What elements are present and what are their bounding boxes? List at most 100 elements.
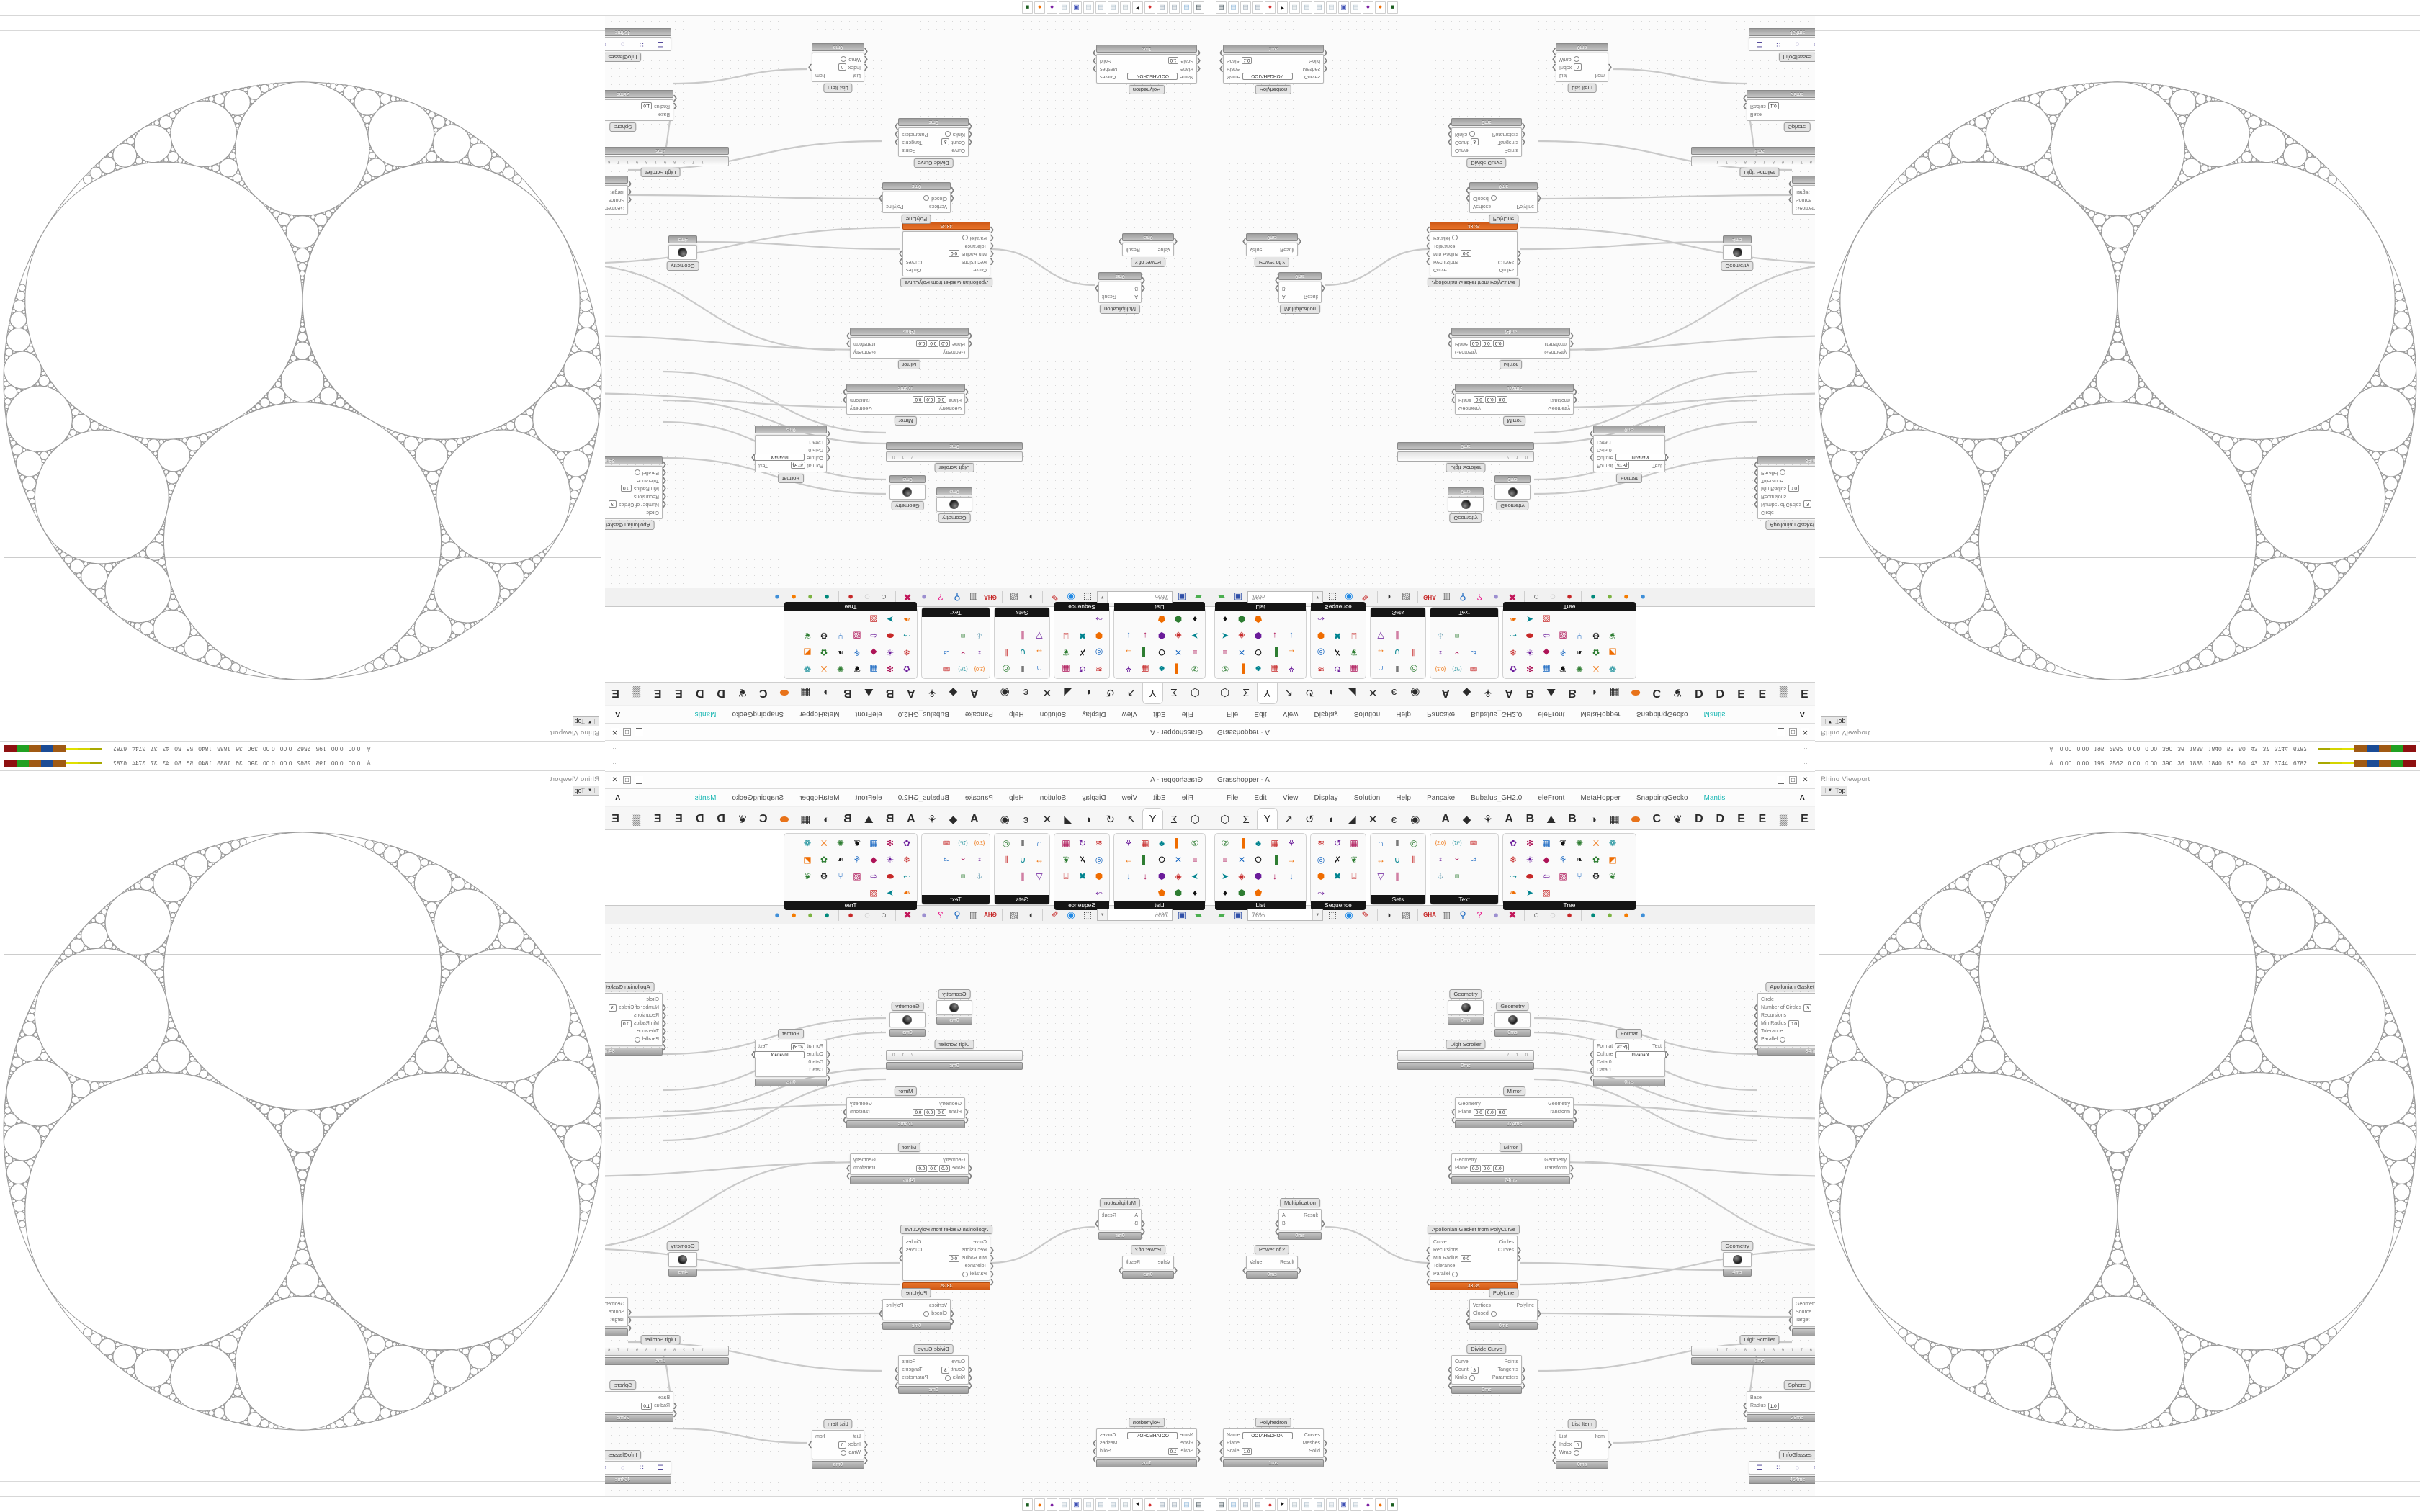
component-icon[interactable]: ∩ <box>1036 664 1043 674</box>
doc3-taskbar-icon[interactable]: ▤ <box>1095 1 1106 14</box>
component-icon[interactable]: ↓ <box>1289 871 1294 881</box>
component-icon[interactable]: ⚘ <box>853 647 861 657</box>
component-icon[interactable]: ▽ <box>1036 871 1043 881</box>
cluster-icon[interactable]: ▥ <box>1441 592 1451 603</box>
component-icon[interactable]: ⬢ <box>1157 871 1166 881</box>
gh-node-body[interactable] <box>936 1000 972 1015</box>
bake-icon[interactable]: ✎ <box>1361 909 1370 920</box>
component-icon[interactable]: ❦ <box>1350 855 1358 865</box>
plane-value[interactable]: 0.0 <box>928 340 939 348</box>
gh-node-input-pin[interactable]: ❮ <box>825 1074 831 1081</box>
gh-node[interactable]: Divide Curve ❮ ❮ ❮ ❯ ❯ ❯ Curve Points Count 3 Tange… <box>894 118 973 168</box>
component-icon[interactable]: ⬢ <box>1174 888 1183 898</box>
flame-taskbar-icon[interactable]: ● <box>1034 1498 1045 1511</box>
gh-node-value[interactable]: 0 <box>838 63 846 71</box>
component-icon[interactable]: ▦ <box>1062 838 1070 848</box>
gh-node-body[interactable]: Geometry Geometry Plane 0.0 0.0 0.0 Transform <box>850 337 969 359</box>
component-icon[interactable]: ✺ <box>836 664 845 674</box>
gh-node[interactable]: Apollonian Gasket Array of Circles❮❮❮❮❮❮… <box>1753 982 1815 1056</box>
gh-node-input-pin[interactable]: ❮ <box>1447 1382 1453 1389</box>
component-icon[interactable]: ⤳ <box>903 631 910 641</box>
plane-value[interactable]: 0.0 <box>939 1164 951 1172</box>
gh-node[interactable]: Mirror ❮ ❮ ❯ ❯ Geometry Geometry Plane 0.0 0.0 0.0… <box>846 328 973 369</box>
gh-node-output-pin[interactable]: ❯ <box>1516 251 1522 258</box>
gh-node-output-pin[interactable]: ❯ <box>1520 1382 1526 1389</box>
gh-node-output-pin[interactable]: ❯ <box>1536 195 1542 202</box>
maximize-button[interactable]: ☐ <box>1789 776 1797 784</box>
ribbon-group-label[interactable]: Sets <box>995 608 1049 617</box>
curve-tab[interactable]: ↺ <box>1100 809 1121 829</box>
geometry-param-knob[interactable] <box>902 487 913 497</box>
plugin-tree-tab[interactable]: ⚘ <box>922 683 943 703</box>
zoom-input[interactable]: 76% ▼ <box>1247 591 1323 603</box>
component-icon[interactable]: → <box>1287 647 1296 657</box>
gh-node-body[interactable]: Value Result <box>1246 1256 1298 1269</box>
doc2-taskbar-icon[interactable]: ▤ <box>1108 1498 1119 1511</box>
gh-node-output-pin[interactable]: ❯ <box>1118 238 1124 246</box>
gh-node-output-pin[interactable]: ❯ <box>846 1164 851 1171</box>
notepad-taskbar-icon[interactable]: ▤ <box>1181 1498 1192 1511</box>
gh-node-body[interactable]: GeometryGeometrySourceTransformTarget <box>605 1297 628 1327</box>
gh-node-output-pin[interactable]: ❯ <box>1607 1441 1613 1448</box>
component-icon[interactable]: ⌸ <box>1351 871 1357 881</box>
digit-scroller-track[interactable]: 2 1 0 <box>1397 451 1534 462</box>
component-icon[interactable]: ▦ <box>1141 664 1150 674</box>
infoglasses-toggle-icon[interactable]: ≡ <box>605 40 609 49</box>
gh-node-input-pin[interactable]: ❮ <box>863 1449 869 1456</box>
menu-item-mantis[interactable]: Mantis <box>694 710 717 719</box>
component-icon[interactable]: (?/*) <box>1452 840 1462 846</box>
component-icon[interactable]: ⚘ <box>1559 855 1567 865</box>
gh-node[interactable]: Digit Scroller 1 7 2 8 9 1 8 9 1 7 6 9 0ms <box>605 1335 729 1365</box>
component-icon[interactable]: ➤ <box>1525 888 1534 898</box>
gh-node-output-pin[interactable]: ❯ <box>807 64 813 71</box>
gh-node-output-pin[interactable]: ❯ <box>1520 123 1526 130</box>
infoglasses-toggle-icon[interactable]: ◌ <box>1795 1464 1800 1471</box>
gh-node-body[interactable]: Geometry Geometry Plane 0.0 0.0 0.0 Transform <box>1451 337 1570 359</box>
taskbar[interactable]: ▤ ▤ ▤ ▤ ● ⯈ ▤ ▤ ▤ ▤ ▣ ▤ ● ● ■ <box>0 1496 1210 1512</box>
gh-node-body[interactable]: Value Result <box>1122 243 1174 256</box>
menu-item-elefront[interactable]: eleFront <box>1538 710 1565 719</box>
notepad-taskbar-icon[interactable]: ▤ <box>1228 1 1239 14</box>
gh-node-output-pin[interactable]: ❯ <box>846 1172 851 1179</box>
gh-node[interactable]: Mirror ❮ ❮ ❯ ❯ Geometry Geometry Plane 0.0 0.0 0.0… <box>1447 1143 1574 1184</box>
component-icon[interactable]: ❦ <box>853 838 861 848</box>
gh-node-input-pin[interactable]: ❮ <box>1788 1324 1793 1331</box>
gh-node-input-pin[interactable]: ❮ <box>661 1004 667 1011</box>
firefox-taskbar-icon[interactable]: ● <box>1363 1498 1373 1511</box>
component-icon[interactable]: ⌨ <box>942 666 951 672</box>
plugin-b-tab[interactable]: B <box>1520 809 1541 829</box>
display-tab[interactable]: ◉ <box>1404 683 1425 703</box>
gh-node-body[interactable] <box>1494 485 1531 500</box>
component-icon[interactable]: ⤳ <box>1095 888 1103 898</box>
plugin-orange-tab[interactable]: ⬬ <box>774 683 794 703</box>
display-tab[interactable]: ◉ <box>1404 809 1425 829</box>
component-icon[interactable]: ▽ <box>1377 631 1384 641</box>
component-icon[interactable]: ‖ <box>1021 838 1025 848</box>
help-icon[interactable]: ? <box>1476 592 1482 603</box>
gh-node-body[interactable]: GeometryGeometrySourceTransformTarget <box>1792 185 1815 215</box>
gh-node[interactable]: List Item ❮ ❮ ❮ ❯ List Item Index 0 Wrap 0ms <box>1551 1419 1613 1469</box>
inkscape-taskbar-icon[interactable]: ⯈ <box>1132 1498 1143 1511</box>
ribbon-group-label[interactable]: Tree <box>784 901 917 910</box>
component-icon[interactable]: ⬬ <box>1525 871 1534 881</box>
gh-node-body[interactable] <box>1723 1252 1752 1267</box>
gh-node-input-pin[interactable]: ❮ <box>989 258 995 266</box>
plugin-e3-tab[interactable]: E <box>605 809 626 829</box>
geometry-param-knob[interactable] <box>1732 1255 1742 1264</box>
gh-node-output-pin[interactable]: ❯ <box>1092 1439 1098 1446</box>
boolean-toggle[interactable] <box>962 235 968 241</box>
gh-node-value[interactable]: {0:R} <box>1615 462 1630 469</box>
gh-node-output-pin[interactable]: ❯ <box>842 1108 848 1115</box>
grasshopper-canvas[interactable]: Power of 2❮❯Value8.6666666666666666Resul… <box>1210 924 1815 1499</box>
cluster-icon[interactable]: ▥ <box>969 592 979 603</box>
plugin-e-tab[interactable]: E <box>1731 683 1752 703</box>
gh-node[interactable]: Apollonian Gasket Array of Circles❮❮❮❮❮❮… <box>605 982 667 1056</box>
plane-value[interactable]: 0.0 <box>1484 1108 1496 1116</box>
component-icon[interactable]: ↔ <box>1376 855 1385 865</box>
gh-node-value[interactable]: {0:R} <box>790 1043 805 1050</box>
gh-node-input-pin[interactable]: ❮ <box>1451 1116 1456 1123</box>
gh-node-body[interactable]: GeometryGeometrySourceTransformTarget <box>605 185 628 215</box>
gh-node-input-pin[interactable]: ❮ <box>1219 1447 1224 1454</box>
gh-node-input-pin[interactable]: ❮ <box>1219 66 1224 73</box>
